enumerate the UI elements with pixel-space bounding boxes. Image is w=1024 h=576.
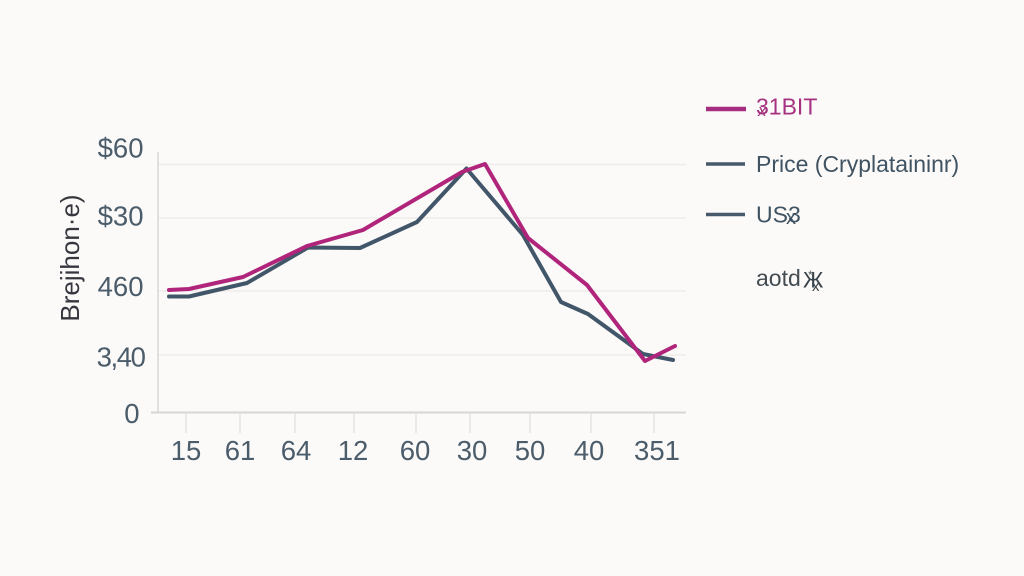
svg-text:60: 60 — [400, 435, 431, 466]
svg-text:64: 64 — [281, 435, 312, 466]
svg-text:3,40: 3,40 — [97, 342, 146, 373]
svg-text:15: 15 — [171, 435, 202, 466]
svg-text:*: * — [808, 268, 813, 282]
svg-text:x: x — [812, 278, 820, 295]
svg-text:50: 50 — [515, 435, 546, 466]
svg-text:12: 12 — [338, 435, 369, 466]
svg-text:$60: $60 — [98, 133, 144, 164]
svg-text:Ж: Ж — [803, 268, 824, 293]
svg-text:61: 61 — [225, 435, 256, 466]
svg-text:Brejihon·e): Brejihon·e) — [55, 194, 85, 321]
svg-text:US3: US3 — [756, 202, 801, 228]
svg-text:460: 460 — [98, 271, 144, 302]
svg-text:31BIT: 31BIT — [756, 94, 817, 120]
svg-text:0: 0 — [124, 398, 139, 429]
svg-text:x: x — [786, 207, 796, 229]
svg-text:x: x — [757, 101, 767, 120]
svg-text:40: 40 — [574, 435, 605, 466]
svg-text:aotd: aotd — [756, 265, 801, 291]
svg-text:$30: $30 — [98, 201, 144, 232]
svg-text:Price (Cryplataininr): Price (Cryplataininr) — [756, 151, 959, 177]
svg-text:30: 30 — [457, 435, 488, 466]
svg-text:351: 351 — [634, 435, 680, 466]
